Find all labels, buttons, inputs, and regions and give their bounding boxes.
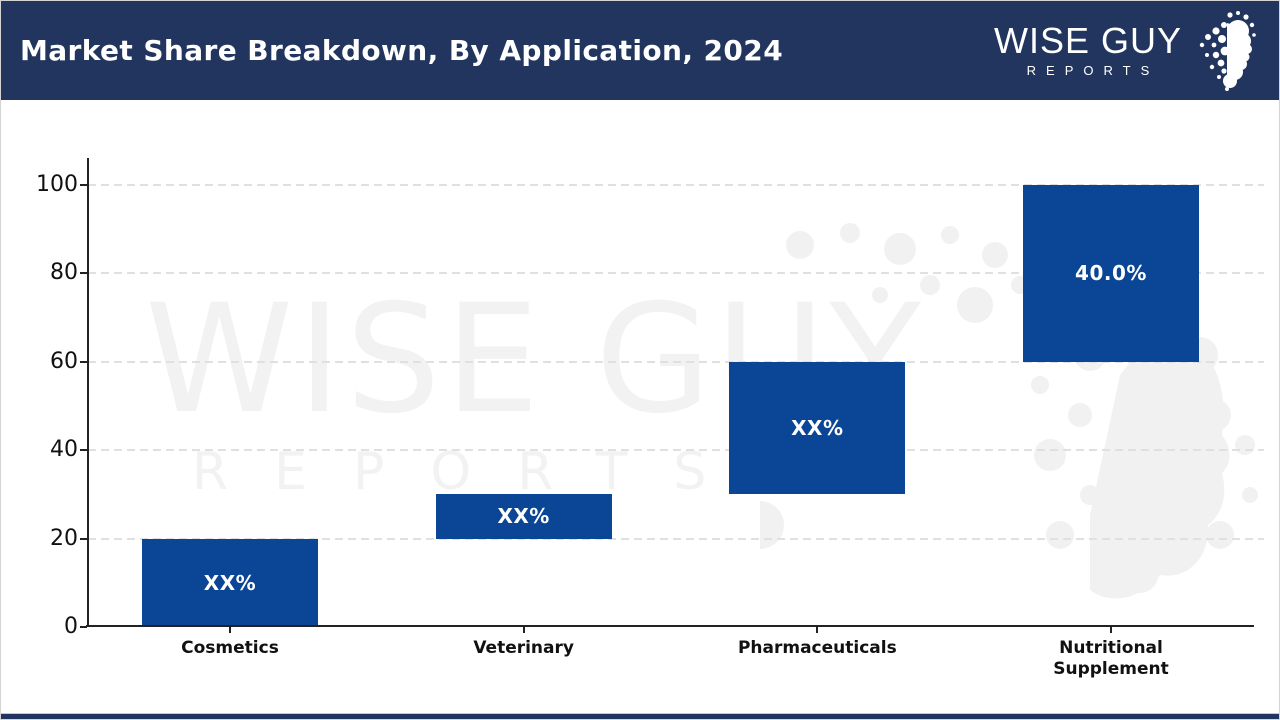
gridline-100 — [88, 184, 1264, 186]
x-category-label-cosmetics: Cosmetics — [181, 638, 279, 658]
x-category-label-veterinary: Veterinary — [473, 638, 574, 658]
bar-value-label-pharmaceuticals: XX% — [791, 416, 844, 441]
x-category-label-pharmaceuticals: Pharmaceuticals — [737, 638, 897, 658]
x-tick-mark-pharmaceuticals — [816, 627, 819, 633]
x-tick-mark-nutritional-supplement — [1110, 627, 1112, 633]
y-tick-label-20: 20 — [50, 525, 78, 551]
gridline-20 — [88, 537, 1264, 540]
bar-value-label-nutritional-supplement: 40.0% — [1075, 261, 1147, 286]
y-tick-label-40: 40 — [50, 437, 78, 463]
bar-cosmetics: XX% — [142, 538, 318, 627]
logo-brand-name: WISE GUY — [993, 20, 1182, 61]
y-tick-label-0: 0 — [64, 614, 78, 639]
logo-text: WISE GUY REPORTS — [993, 20, 1182, 79]
gridline-60 — [88, 360, 1264, 363]
y-tick-label-60: 60 — [50, 348, 78, 374]
header-banner: Market Share Breakdown, By Application, … — [0, 0, 1280, 100]
footer-bar — [0, 713, 1280, 720]
bar-veterinary: XX% — [435, 494, 612, 539]
gridline-40 — [88, 449, 1264, 452]
y-axis-line — [87, 158, 89, 627]
wise-guy-reports-logo: WISE GUY REPORTS — [994, 0, 1266, 100]
bar-value-label-cosmetics: XX% — [203, 570, 257, 595]
bar-value-label-veterinary: XX% — [497, 504, 550, 529]
y-tick-label-80: 80 — [50, 260, 78, 286]
y-tick-mark-0 — [80, 626, 87, 628]
y-tick-mark-20 — [80, 537, 87, 540]
x-tick-mark-cosmetics — [229, 627, 231, 633]
y-tick-mark-60 — [80, 360, 87, 363]
x-axis-line — [86, 625, 1254, 627]
bar-nutritional-supplement: 40.0% — [1023, 185, 1199, 362]
bar-pharmaceuticals: XX% — [729, 361, 906, 495]
y-tick-mark-80 — [80, 272, 87, 275]
y-tick-mark-40 — [80, 449, 87, 452]
y-tick-label-100: 100 — [36, 172, 78, 197]
y-tick-mark-100 — [80, 184, 87, 186]
gridline-80 — [88, 272, 1264, 275]
logo-brand-subtitle: REPORTS — [1026, 63, 1160, 78]
page-title: Market Share Breakdown, By Application, … — [20, 33, 784, 67]
x-tick-mark-veterinary — [522, 627, 525, 633]
watermark-subtitle-text: REPORTS — [192, 442, 753, 502]
dotted-head-profile-icon — [1199, 11, 1256, 91]
x-category-label-nutritional-supplement: Nutritional Supplement — [1053, 638, 1169, 679]
